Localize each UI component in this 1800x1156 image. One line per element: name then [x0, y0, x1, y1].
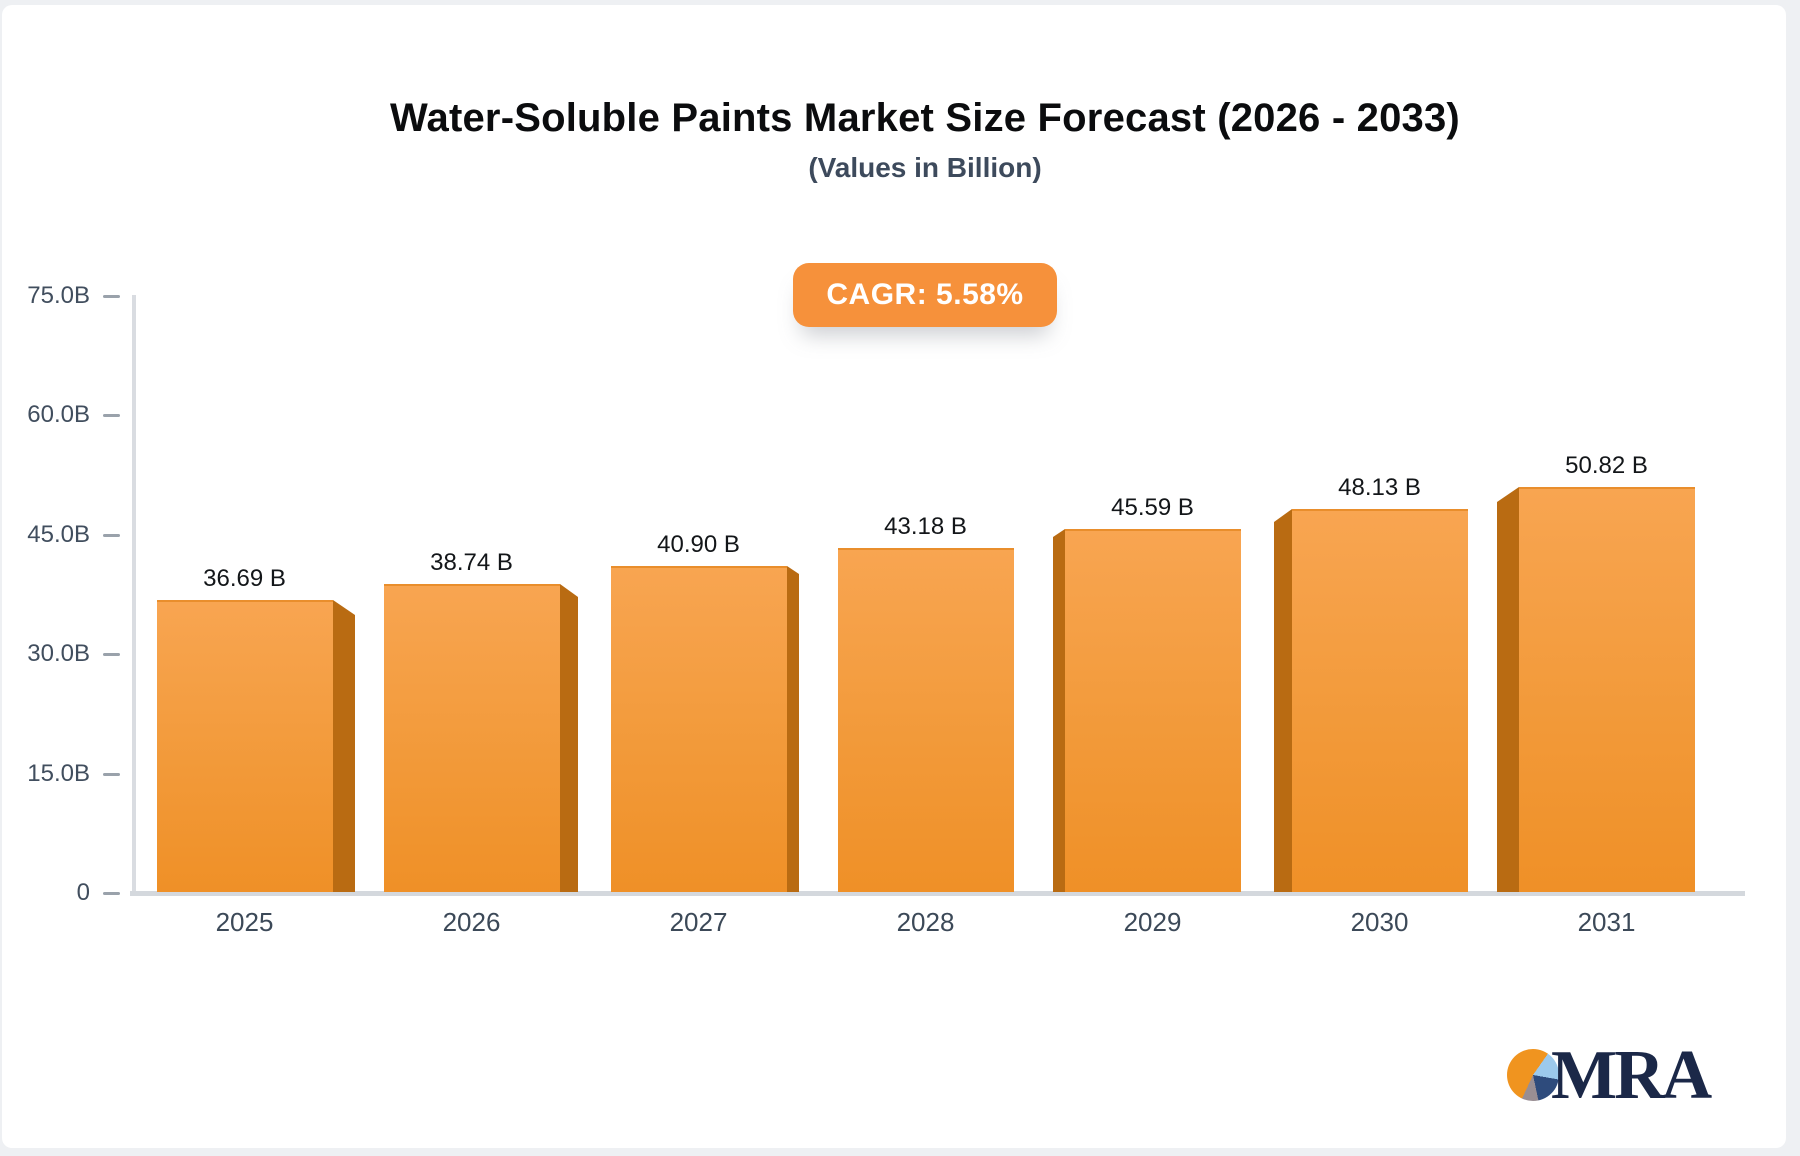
y-tick-mark [103, 892, 120, 895]
cagr-badge-row: CAGR: 5.58% [2, 263, 1786, 327]
bar-2026 [384, 584, 560, 892]
bar-side-face-2027 [787, 566, 799, 892]
y-tick-mark [103, 653, 120, 657]
logo-text: MRA [1551, 1037, 1712, 1114]
cagr-badge: CAGR: 5.58% [793, 263, 1057, 327]
y-axis-line [132, 295, 136, 893]
x-axis-label-2031: 2031 [1577, 907, 1636, 937]
bar-side-face-2031 [1497, 487, 1519, 892]
x-axis-label-2025: 2025 [215, 907, 274, 937]
y-tick-label: 60.0B [27, 401, 90, 429]
bar-2027 [611, 566, 787, 892]
bar-2025 [157, 600, 333, 892]
bar-value-label: 38.74 B [430, 549, 513, 576]
x-axis-label-2028: 2028 [896, 907, 955, 937]
x-axis-line [130, 891, 1745, 896]
bar-value-label: 45.59 B [1111, 494, 1194, 521]
chart-title: Water-Soluble Paints Market Size Forecas… [390, 96, 1460, 140]
x-axis-label-2029: 2029 [1123, 907, 1182, 937]
y-tick-label: 30.0B [27, 640, 90, 668]
bar-value-label: 36.69 B [203, 565, 286, 592]
bar-side-face-2029 [1053, 529, 1065, 892]
y-tick-label: 75.0B [27, 282, 90, 309]
bar-value-label: 48.13 B [1338, 474, 1421, 501]
pie-chart-logo-icon [1507, 1049, 1559, 1101]
y-tick-mark [103, 414, 120, 418]
bar-2029 [1065, 529, 1241, 892]
bar-value-label: 50.82 B [1565, 452, 1648, 479]
y-tick-mark [103, 533, 120, 537]
bar-2028 [838, 548, 1014, 892]
chart-subtitle: (Values in Billion) [808, 152, 1042, 183]
bar-side-face-2026 [560, 584, 578, 892]
y-tick-label: 45.0B [27, 520, 90, 548]
y-tick-label: 15.0B [27, 759, 90, 787]
bar-side-face-2030 [1274, 509, 1292, 892]
bar-side-face-2025 [333, 600, 355, 892]
bar-value-label: 43.18 B [884, 513, 967, 540]
bar-2030 [1292, 509, 1468, 892]
y-tick-label: 0 [76, 879, 90, 906]
bar-value-label: 40.90 B [657, 531, 740, 558]
x-axis-label-2026: 2026 [442, 907, 501, 937]
x-axis-label-2030: 2030 [1350, 907, 1409, 937]
y-tick-mark [103, 772, 120, 776]
y-tick-mark [103, 295, 120, 298]
x-axis-label-2027: 2027 [669, 907, 728, 937]
bar-2031 [1519, 487, 1695, 892]
chart-card: Water-Soluble Paints Market Size Forecas… [2, 5, 1786, 1148]
